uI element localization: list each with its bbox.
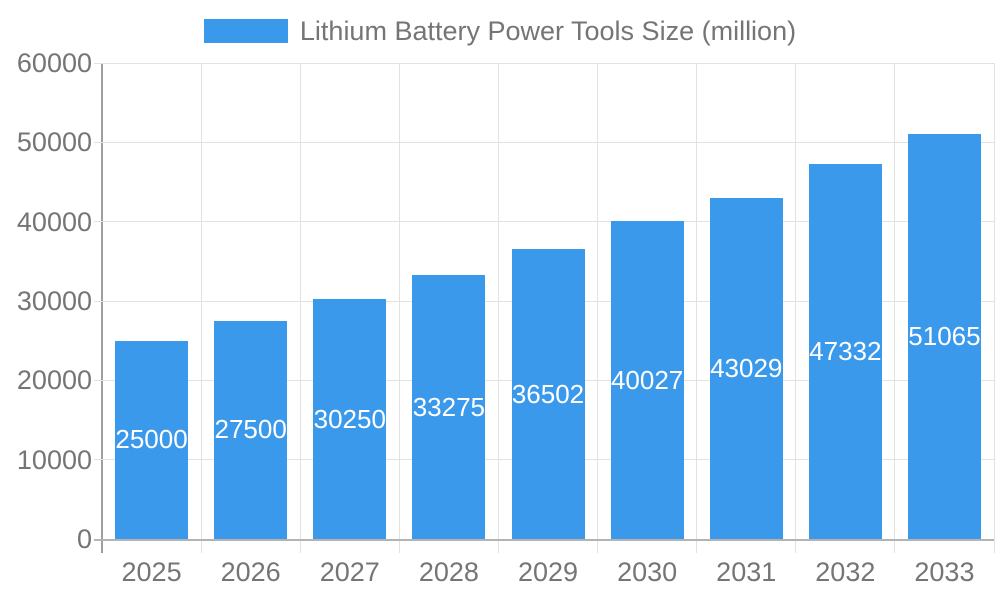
y-axis-tick-label: 50000	[16, 127, 92, 158]
bar-2032[interactable]: 47332	[808, 163, 882, 539]
gridline-vertical	[497, 63, 499, 553]
bar-value-label: 25000	[115, 424, 188, 455]
y-axis-tick-label: 10000	[16, 444, 92, 475]
bar-value-label: 47332	[809, 335, 882, 366]
y-axis-tick-label: 30000	[16, 286, 92, 316]
gridline-horizontal	[94, 62, 994, 64]
x-axis-tick-label: 2027	[319, 557, 380, 587]
gridline-horizontal	[94, 221, 994, 223]
x-axis-tick-label: 2028	[418, 557, 479, 587]
bar-value-label: 51065	[908, 320, 981, 351]
x-axis-tick-label: 2030	[617, 557, 678, 587]
x-axis-baseline	[94, 539, 994, 541]
gridline-vertical	[696, 63, 698, 553]
gridline-vertical	[993, 63, 995, 553]
legend-label: Lithium Battery Power Tools Size (millio…	[299, 15, 797, 46]
x-axis-tick-label: 2029	[517, 557, 579, 587]
plot-area: 25000 27500 30250 33275 36502 40027 43029 47332…	[94, 62, 995, 553]
y-axis-line	[101, 63, 103, 553]
bar-2033[interactable]: 51065	[907, 133, 981, 539]
bar-value-label: 40027	[610, 364, 684, 395]
x-axis-tick-label: 2032	[815, 557, 876, 587]
bar-value-label: 43029	[710, 352, 783, 383]
y-axis-tick-label: 0	[76, 524, 92, 554]
bar-value-label: 27500	[214, 414, 287, 445]
bar-2031[interactable]: 43029	[709, 197, 783, 539]
bar-2028[interactable]: 33275	[412, 275, 486, 539]
y-axis-tick-label: 60000	[16, 48, 92, 78]
bar-value-label: 33275	[412, 391, 486, 422]
gridline-vertical	[795, 63, 797, 553]
gridline-vertical	[299, 63, 301, 553]
x-axis-tick-label: 2026	[220, 557, 281, 587]
gridline-vertical	[597, 63, 599, 553]
bar-2030[interactable]: 40027	[610, 221, 684, 539]
legend-swatch-icon	[203, 19, 288, 43]
bar-2027[interactable]: 30250	[313, 299, 387, 539]
gridline-horizontal	[94, 141, 994, 143]
x-axis-tick-label: 2031	[716, 557, 777, 587]
gridline-vertical	[200, 63, 202, 553]
bar-2026[interactable]: 27500	[214, 320, 288, 539]
gridline-vertical	[398, 63, 400, 553]
x-axis-tick-label: 2033	[914, 557, 975, 587]
y-axis-tick-label: 40000	[16, 206, 92, 237]
bar-2025[interactable]: 25000	[115, 340, 189, 539]
x-axis-tick-label: 2025	[121, 557, 182, 587]
bar-value-label: 30250	[313, 403, 386, 434]
chart-legend[interactable]: Lithium Battery Power Tools Size (millio…	[0, 15, 1000, 46]
bar-value-label: 36502	[511, 378, 585, 409]
y-axis-tick-label: 20000	[16, 365, 92, 396]
bar-2029[interactable]: 36502	[511, 249, 585, 539]
gridline-vertical	[894, 63, 896, 553]
